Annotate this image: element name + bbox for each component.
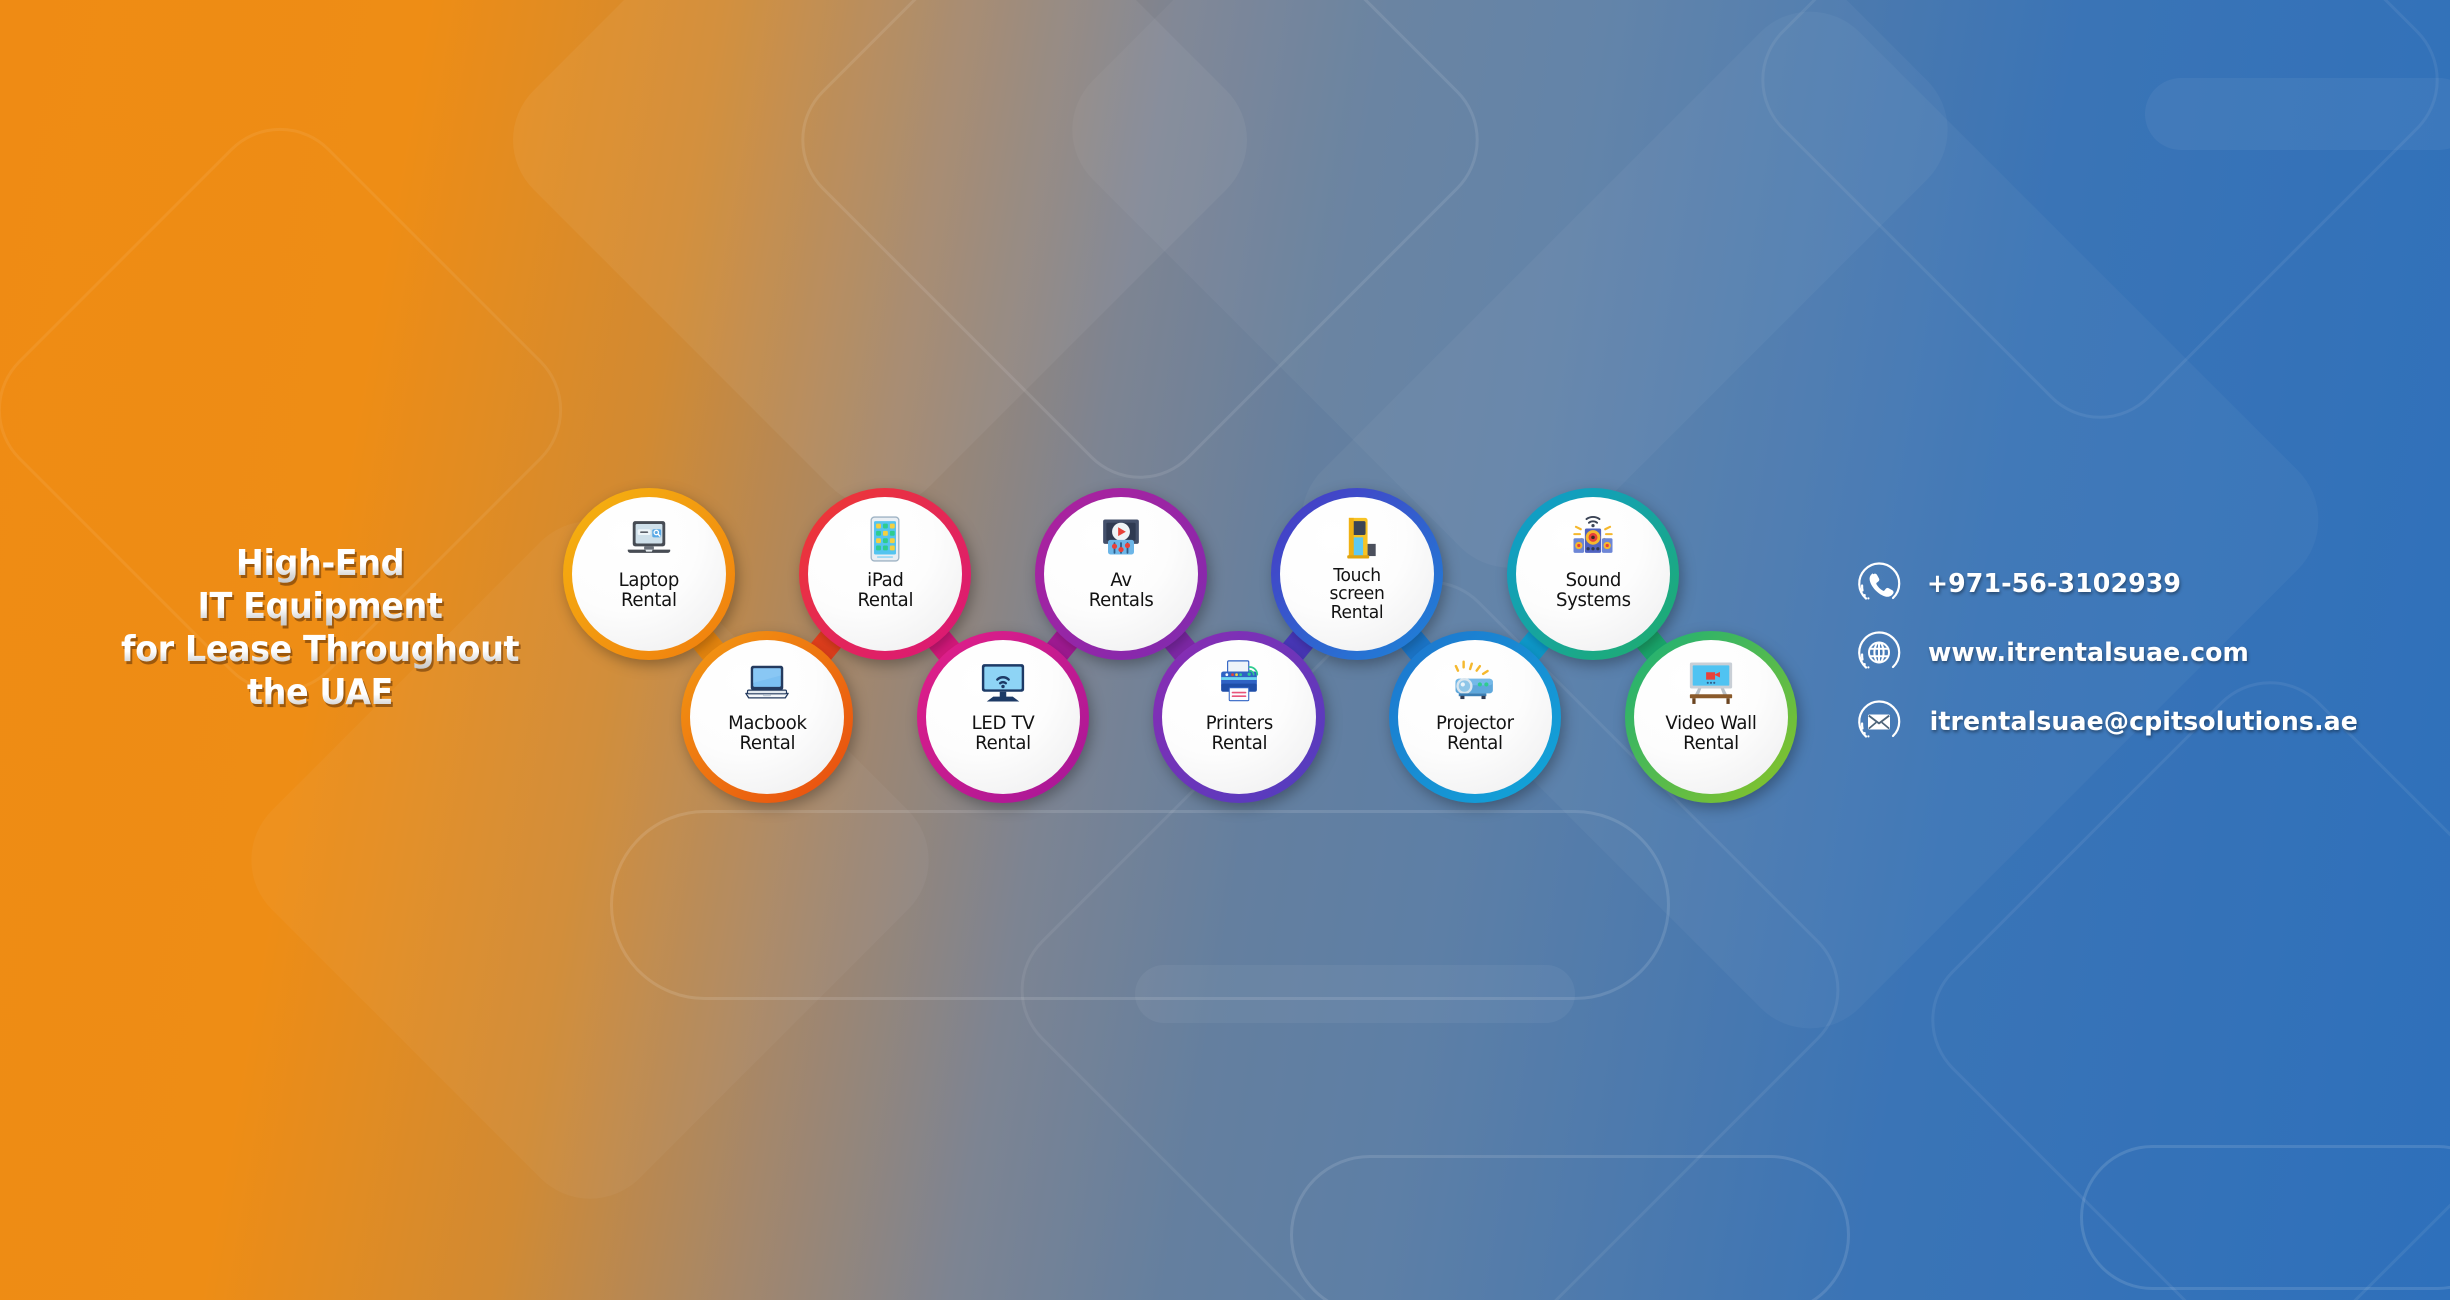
touch-screen-icon xyxy=(1331,513,1383,565)
contact-text-email: itrentalsuae@cpitsolutions.ae xyxy=(1929,707,2359,737)
headline-line-2: IT Equipment xyxy=(78,587,562,627)
printer-icon xyxy=(1213,656,1265,708)
service-badge-laptop-rental[interactable]: Laptop Rental xyxy=(563,488,735,660)
badge-label: Macbook Rental xyxy=(727,712,807,755)
service-badge-touch-screen-rental[interactable]: Touch screen Rental xyxy=(1271,488,1443,660)
led-tv-icon xyxy=(977,656,1029,708)
service-badge-led-tv-rental[interactable]: LED TV Rental xyxy=(917,631,1089,803)
badge-label: Touch screen Rental xyxy=(1329,565,1385,623)
headline-line-4: the UAE xyxy=(78,673,562,713)
badge-face: Macbook Rental xyxy=(690,640,844,794)
globe-icon xyxy=(1855,629,1903,677)
badge-label: Video Wall Rental xyxy=(1665,712,1757,755)
badge-label: LED TV Rental xyxy=(971,712,1035,755)
email-icon xyxy=(1855,698,1903,746)
contact-block: +971-56-3102939 www.itrentalsuae.com itr… xyxy=(1855,560,2365,746)
badge-label: Av Rentals xyxy=(1088,569,1154,612)
headline: High-End IT Equipment for Lease Througho… xyxy=(60,544,580,717)
headline-line-1: High-End xyxy=(78,544,562,584)
contact-row-phone[interactable]: +971-56-3102939 xyxy=(1855,560,2365,608)
projector-icon xyxy=(1449,656,1501,708)
av-icon xyxy=(1095,513,1147,565)
service-badge-av-rentals[interactable]: Av Rentals xyxy=(1035,488,1207,660)
headline-line-3: for Lease Throughout xyxy=(78,630,562,670)
badge-face: Projector Rental xyxy=(1398,640,1552,794)
badge-face: Laptop Rental xyxy=(572,497,726,651)
contact-text-website: www.itrentalsuae.com xyxy=(1927,638,2249,668)
badge-label: Sound Systems xyxy=(1555,569,1631,612)
service-badge-video-wall-rental[interactable]: Video Wall Rental xyxy=(1625,631,1797,803)
service-badge-sound-systems[interactable]: Sound Systems xyxy=(1507,488,1679,660)
phone-icon xyxy=(1855,560,1903,608)
service-badge-printers-rental[interactable]: Printers Rental xyxy=(1153,631,1325,803)
badge-face: iPad Rental xyxy=(808,497,962,651)
service-badge-projector-rental[interactable]: Projector Rental xyxy=(1389,631,1561,803)
ipad-icon xyxy=(859,513,911,565)
badge-face: Video Wall Rental xyxy=(1634,640,1788,794)
badge-label: Laptop Rental xyxy=(618,569,680,612)
service-badge-ipad-rental[interactable]: iPad Rental xyxy=(799,488,971,660)
macbook-icon xyxy=(741,656,793,708)
badge-label: Printers Rental xyxy=(1205,712,1273,755)
badge-face: LED TV Rental xyxy=(926,640,1080,794)
badge-face: Touch screen Rental xyxy=(1280,497,1434,651)
contact-row-email[interactable]: itrentalsuae@cpitsolutions.ae xyxy=(1855,698,2365,746)
laptop-icon xyxy=(623,513,675,565)
badge-face: Av Rentals xyxy=(1044,497,1198,651)
sound-system-icon xyxy=(1567,513,1619,565)
badge-label: iPad Rental xyxy=(857,569,913,612)
badge-label: Projector Rental xyxy=(1436,712,1514,755)
contact-text-phone: +971-56-3102939 xyxy=(1926,569,2182,599)
contact-row-website[interactable]: www.itrentalsuae.com xyxy=(1855,629,2365,677)
badge-face: Printers Rental xyxy=(1162,640,1316,794)
service-badge-macbook-rental[interactable]: Macbook Rental xyxy=(681,631,853,803)
badge-face: Sound Systems xyxy=(1516,497,1670,651)
video-wall-icon xyxy=(1685,656,1737,708)
